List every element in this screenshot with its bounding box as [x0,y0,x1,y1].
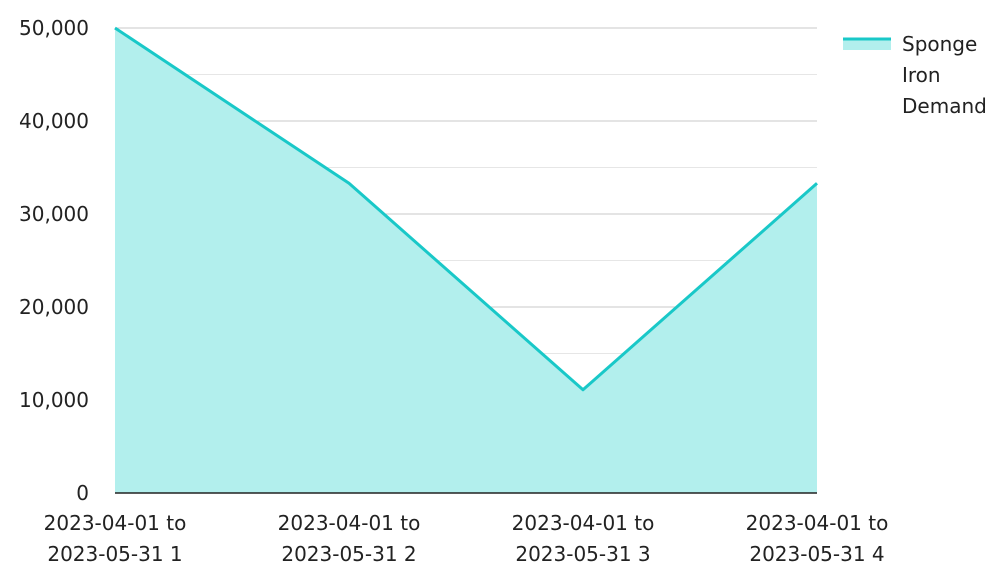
x-tick-label: 2023-04-01 to [512,511,655,535]
x-tick-label: 2023-05-31 1 [47,542,182,564]
x-tick-label: 2023-04-01 to [44,511,187,535]
y-tick-label: 20,000 [19,295,89,319]
x-tick-label: 2023-05-31 4 [749,542,884,564]
y-tick-label: 10,000 [19,388,89,412]
y-tick-label: 30,000 [19,202,89,226]
series-line-sponge-iron-demand [114,26,818,392]
x-tick-label: 2023-04-01 to [746,511,889,535]
x-tick-label: 2023-05-31 2 [281,542,416,564]
x-axis-ticks: 2023-04-01 to 2023-05-31 1 2023-04-01 to 20… [44,511,889,564]
series-area-sponge-iron-demand [115,28,817,493]
x-tick-label: 2023-05-31 3 [515,542,650,564]
legend: Sponge Iron Demand [843,32,987,118]
legend-swatch [843,38,891,50]
legend-label-line-1: Sponge [902,32,977,56]
y-axis-ticks: 0 10,000 20,000 30,000 40,000 50,000 [19,16,89,505]
legend-label-line-2: Iron [902,63,941,87]
x-tick-label: 2023-04-01 to [278,511,421,535]
legend-label-line-3: Demand [902,94,987,118]
y-tick-label: 40,000 [19,109,89,133]
y-tick-label: 50,000 [19,16,89,40]
y-tick-label: 0 [76,481,89,505]
